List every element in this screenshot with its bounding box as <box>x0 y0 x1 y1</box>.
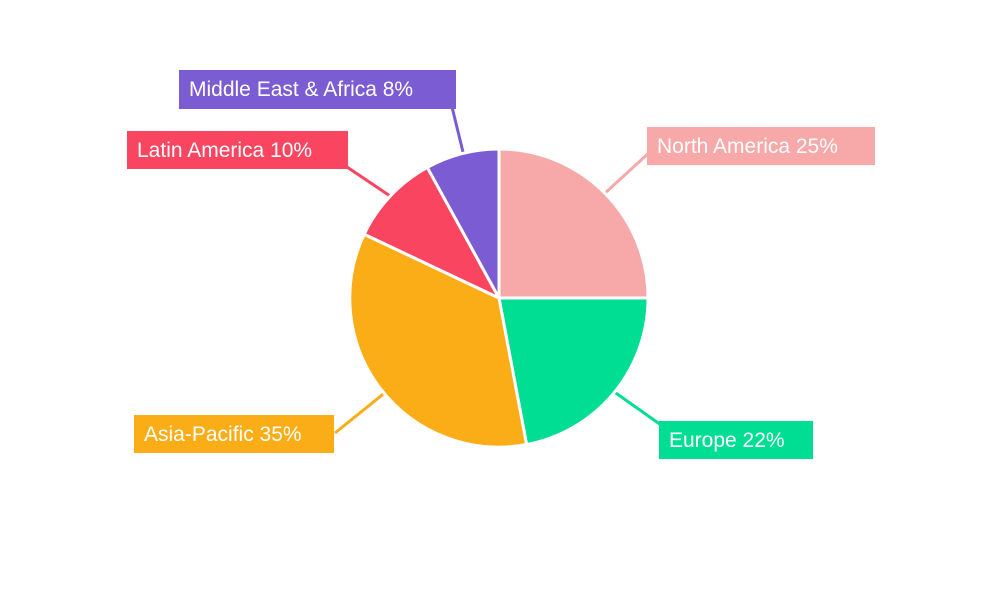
pie-slice-north-america[interactable] <box>497 147 650 300</box>
pie-slice-middle-east-africa[interactable] <box>425 147 501 300</box>
pie-slices-group <box>348 147 650 449</box>
pie-label-asia-pacific[interactable]: Asia-Pacific 35% <box>134 415 334 453</box>
leader-line-north-america <box>602 149 653 196</box>
pie-slice-latin-america[interactable] <box>362 165 501 300</box>
pie-label-middle-east-africa[interactable]: Middle East & Africa 8% <box>179 70 456 109</box>
pie-label-north-america-text: North America 25% <box>657 134 838 158</box>
pie-label-latin-america[interactable]: Latin America 10% <box>127 131 348 169</box>
pie-label-middle-east-africa-text: Middle East & Africa 8% <box>189 78 414 101</box>
pie-label-asia-pacific-text: Asia-Pacific 35% <box>144 422 302 446</box>
pie-label-north-america[interactable]: North America 25% <box>647 127 875 165</box>
leader-line-asia-pacific <box>334 389 388 435</box>
leader-line-europe <box>612 389 662 427</box>
leader-line-middle-east-africa <box>450 106 465 153</box>
pie-label-europe[interactable]: Europe 22% <box>659 421 813 459</box>
pie-slice-asia-pacific[interactable] <box>348 232 529 449</box>
pie-label-latin-america-text: Latin America 10% <box>137 138 313 162</box>
pie-slice-europe[interactable] <box>497 296 650 447</box>
pie-label-europe-text: Europe 22% <box>669 428 785 452</box>
